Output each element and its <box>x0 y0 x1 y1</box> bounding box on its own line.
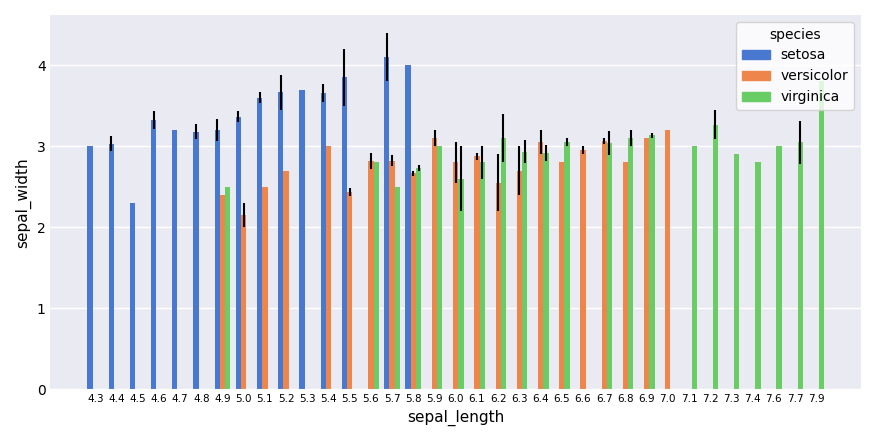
Bar <box>564 142 569 389</box>
Bar <box>342 78 347 389</box>
Bar <box>501 138 506 389</box>
Bar <box>257 97 262 389</box>
Bar <box>411 173 416 389</box>
Bar <box>543 153 548 389</box>
Bar <box>321 93 326 389</box>
Bar <box>453 162 458 389</box>
Bar <box>644 138 649 389</box>
Bar <box>241 215 246 389</box>
Bar <box>458 179 463 389</box>
Bar <box>602 141 607 389</box>
Bar <box>416 168 421 389</box>
Bar <box>326 146 331 389</box>
Bar <box>479 162 485 389</box>
Bar <box>406 65 411 389</box>
Bar <box>692 146 697 389</box>
Bar <box>390 161 395 389</box>
Legend: setosa, versicolor, virginica: setosa, versicolor, virginica <box>737 22 854 110</box>
Bar <box>437 146 442 389</box>
Bar <box>215 130 220 389</box>
Bar <box>262 187 267 389</box>
Y-axis label: sepal_width: sepal_width <box>15 157 32 247</box>
Bar <box>496 183 501 389</box>
Bar <box>368 161 373 389</box>
Bar <box>580 150 586 389</box>
Bar <box>755 162 760 389</box>
Bar <box>236 117 241 389</box>
Bar <box>220 195 225 389</box>
Bar <box>225 187 230 389</box>
Bar <box>279 92 284 389</box>
Bar <box>88 146 93 389</box>
Bar <box>538 142 543 389</box>
Bar <box>623 162 628 389</box>
Bar <box>734 154 739 389</box>
Bar <box>474 157 479 389</box>
Bar <box>559 162 564 389</box>
Bar <box>776 146 781 389</box>
Bar <box>300 90 305 389</box>
Bar <box>347 192 352 389</box>
Bar <box>607 143 612 389</box>
Bar <box>522 152 527 389</box>
Bar <box>713 125 718 389</box>
Bar <box>194 132 199 389</box>
Bar <box>395 187 400 389</box>
X-axis label: sepal_length: sepal_length <box>407 410 505 426</box>
Bar <box>432 138 437 389</box>
Bar <box>173 130 178 389</box>
Bar <box>284 171 289 389</box>
Bar <box>649 135 654 389</box>
Bar <box>798 142 803 389</box>
Bar <box>109 144 114 389</box>
Bar <box>665 130 670 389</box>
Bar <box>130 203 135 389</box>
Bar <box>628 138 633 389</box>
Bar <box>517 171 522 389</box>
Bar <box>151 120 156 389</box>
Bar <box>385 57 390 389</box>
Bar <box>373 162 379 389</box>
Bar <box>819 82 824 389</box>
